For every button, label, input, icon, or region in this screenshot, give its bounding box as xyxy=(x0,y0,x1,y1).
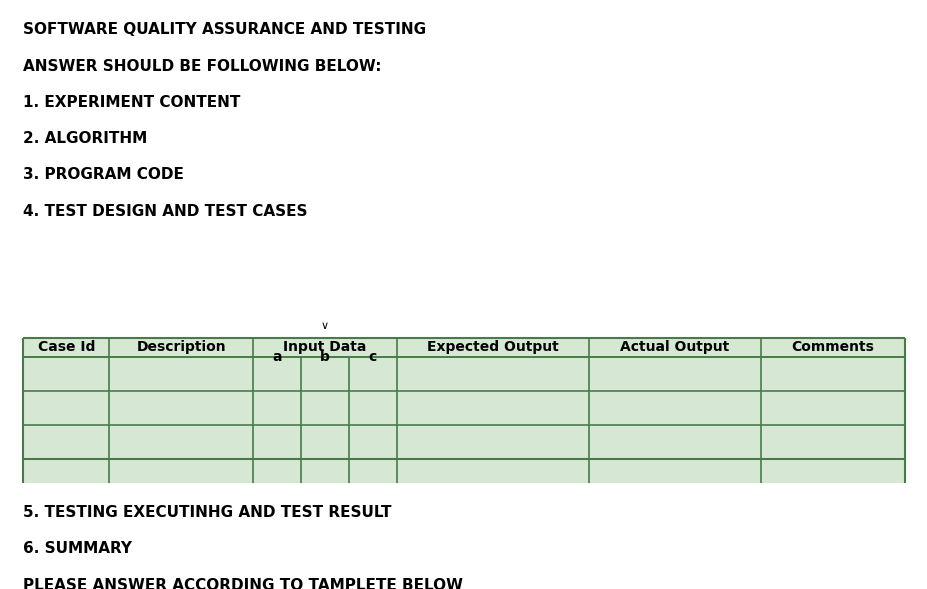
Text: Actual Output: Actual Output xyxy=(619,340,729,355)
Text: ∨: ∨ xyxy=(321,321,329,331)
Text: Comments: Comments xyxy=(791,340,873,355)
Bar xyxy=(23,337,904,483)
Text: 6. SUMMARY: 6. SUMMARY xyxy=(23,541,132,557)
Text: Input Data: Input Data xyxy=(283,340,366,355)
Text: PLEASE ANSWER ACCORDING TO TAMPLETE BELOW: PLEASE ANSWER ACCORDING TO TAMPLETE BELO… xyxy=(23,578,463,589)
Text: Case Id: Case Id xyxy=(38,340,95,355)
Text: ANSWER SHOULD BE FOLLOWING BELOW:: ANSWER SHOULD BE FOLLOWING BELOW: xyxy=(23,58,381,74)
Text: 5. TESTING EXECUTINHG AND TEST RESULT: 5. TESTING EXECUTINHG AND TEST RESULT xyxy=(23,505,391,520)
Text: b: b xyxy=(320,350,330,364)
Text: c: c xyxy=(368,350,376,364)
Text: Expected Output: Expected Output xyxy=(426,340,558,355)
Text: a: a xyxy=(273,350,282,364)
Text: 3. PROGRAM CODE: 3. PROGRAM CODE xyxy=(23,167,184,183)
Text: 2. ALGORITHM: 2. ALGORITHM xyxy=(23,131,147,146)
Text: 1. EXPERIMENT CONTENT: 1. EXPERIMENT CONTENT xyxy=(23,95,240,110)
Text: Description: Description xyxy=(136,340,226,355)
Text: 4. TEST DESIGN AND TEST CASES: 4. TEST DESIGN AND TEST CASES xyxy=(23,204,308,219)
Text: SOFTWARE QUALITY ASSURANCE AND TESTING: SOFTWARE QUALITY ASSURANCE AND TESTING xyxy=(23,22,425,37)
